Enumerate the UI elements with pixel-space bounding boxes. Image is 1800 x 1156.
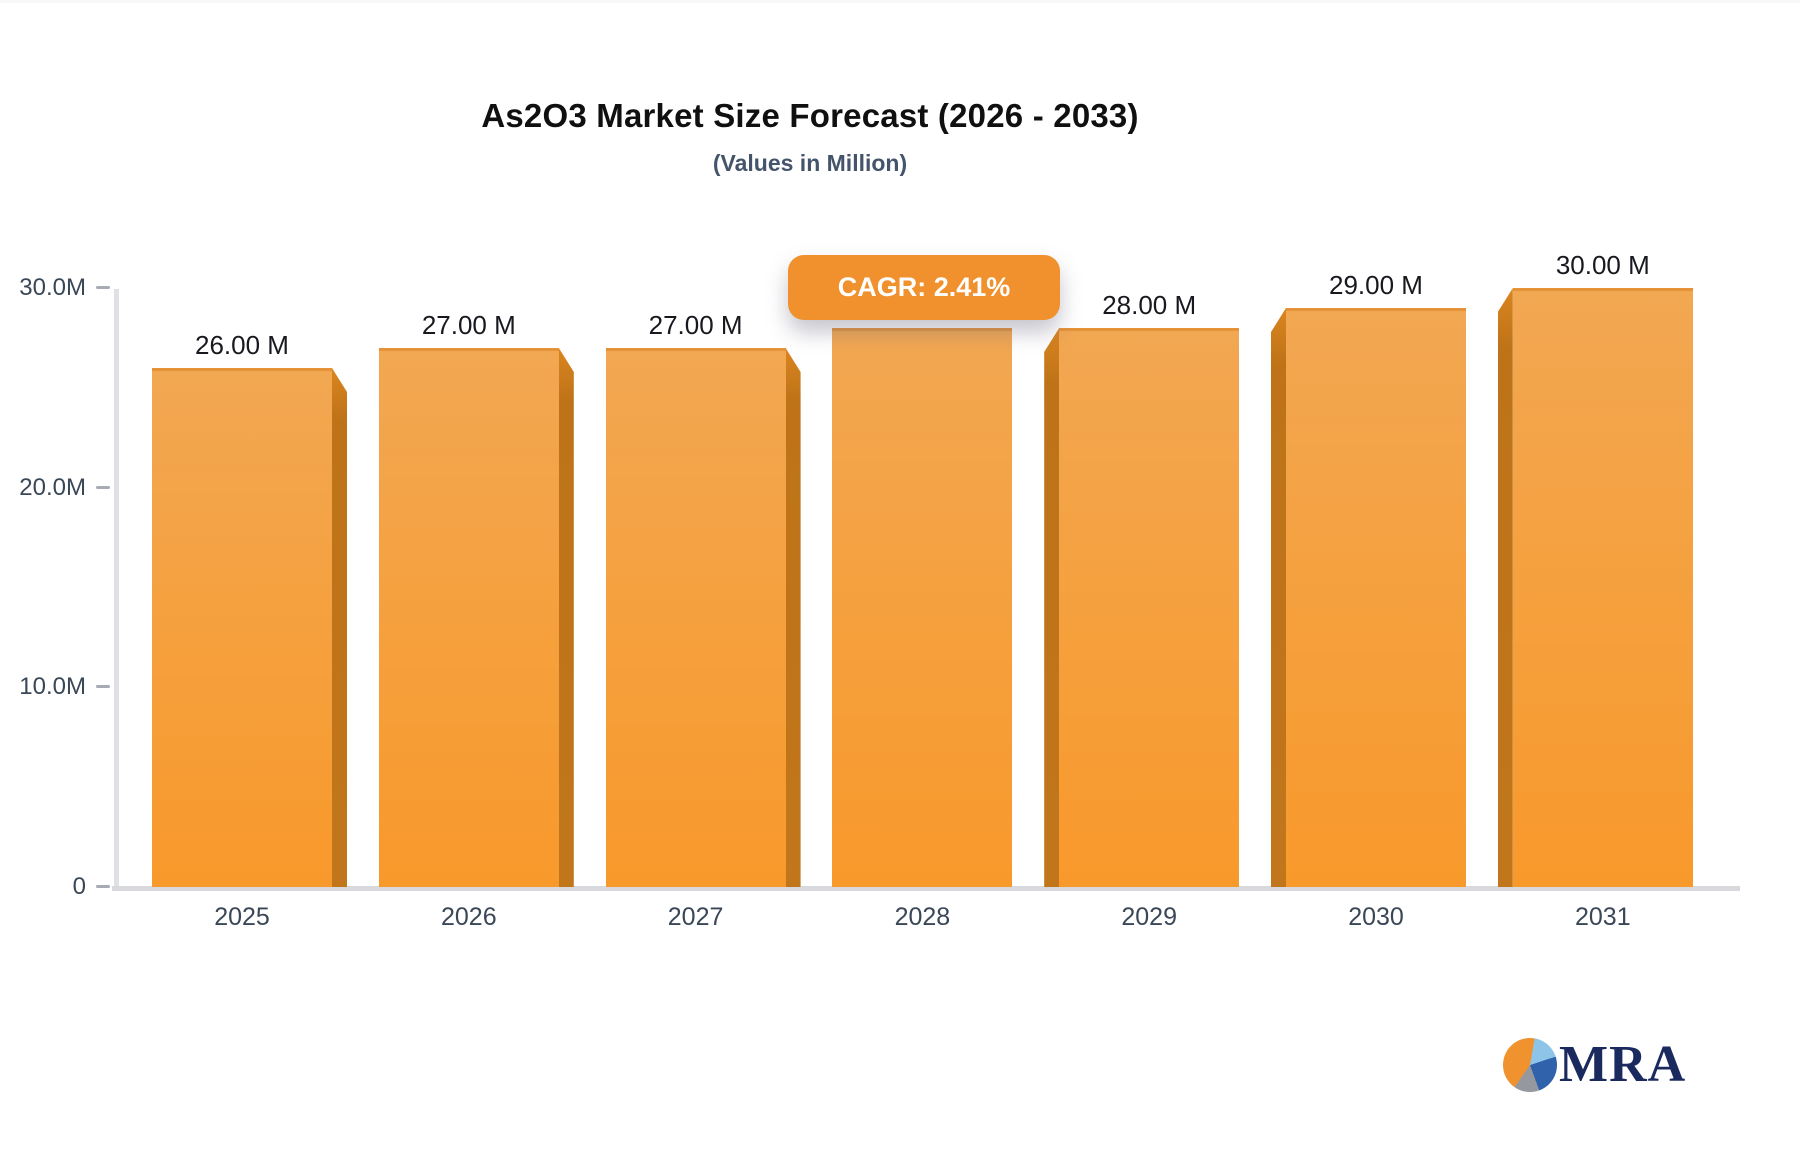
bar-value-label: 27.00 M bbox=[421, 310, 516, 340]
y-tick-label: 10.0M bbox=[19, 673, 86, 701]
bar-value-label: 28.00 M bbox=[1102, 290, 1197, 320]
top-border bbox=[0, 0, 1800, 3]
pie-chart-logo-icon bbox=[1503, 1038, 1557, 1092]
y-tick-mark bbox=[96, 685, 110, 689]
bar-value-label: 27.00 M bbox=[648, 310, 743, 340]
chart-subtitle: (Values in Million) bbox=[712, 150, 908, 176]
x-tick-label: 2027 bbox=[667, 903, 724, 931]
bar-2028 bbox=[832, 328, 1013, 887]
y-axis-line bbox=[114, 289, 119, 888]
bar-side-3d bbox=[1271, 308, 1286, 887]
y-tick-mark bbox=[96, 285, 110, 289]
x-tick-label: 2026 bbox=[440, 903, 497, 931]
bar-side-3d bbox=[1497, 288, 1513, 887]
bar-2031 bbox=[1512, 288, 1693, 887]
chart-title: As2O3 Market Size Forecast (2026 - 2033) bbox=[481, 97, 1139, 134]
brand-logo: MRA bbox=[1503, 1038, 1686, 1092]
y-tick-label: 20.0M bbox=[19, 473, 86, 501]
bar-value-label: 29.00 M bbox=[1329, 270, 1423, 300]
bar-2026 bbox=[378, 348, 559, 887]
y-tick-label: 0 bbox=[72, 873, 86, 900]
bar-2029 bbox=[1059, 328, 1240, 887]
bar-value-label: 30.00 M bbox=[1555, 250, 1650, 280]
bar-2025 bbox=[152, 368, 332, 887]
y-tick-mark bbox=[96, 885, 110, 888]
x-tick-label: 2029 bbox=[1121, 903, 1177, 931]
x-tick-label: 2030 bbox=[1348, 903, 1404, 931]
y-tick-label: 30.0M bbox=[19, 273, 86, 301]
bar-value-label: 26.00 M bbox=[195, 330, 289, 360]
bar-side-3d bbox=[785, 348, 801, 887]
bar-side-3d bbox=[332, 368, 347, 887]
x-axis-line bbox=[112, 886, 1740, 891]
x-tick-label: 2025 bbox=[214, 903, 270, 931]
brand-logo-text: MRA bbox=[1559, 1036, 1687, 1093]
bar-side-3d bbox=[1044, 328, 1060, 887]
x-tick-label: 2031 bbox=[1574, 903, 1631, 931]
bar-side-3d bbox=[558, 348, 574, 887]
y-tick-mark bbox=[96, 485, 110, 489]
bar-2027 bbox=[605, 348, 786, 887]
bar-2030 bbox=[1286, 308, 1466, 887]
cagr-badge-label: CAGR: 2.41% bbox=[837, 272, 1011, 302]
x-tick-label: 2028 bbox=[894, 903, 951, 931]
cagr-badge: CAGR: 2.41% bbox=[788, 255, 1060, 320]
